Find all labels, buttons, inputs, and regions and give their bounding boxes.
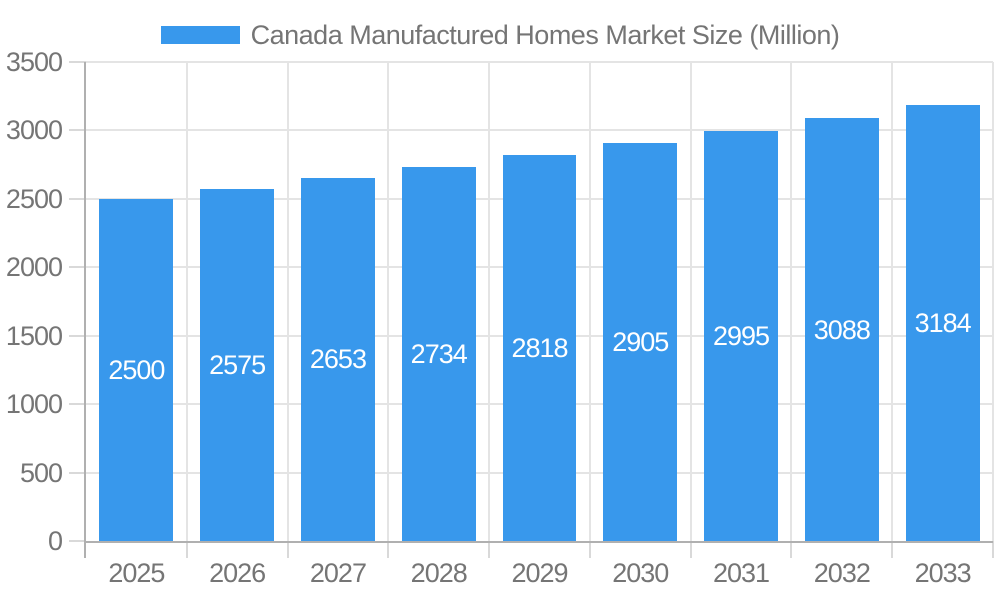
legend-label: Canada Manufactured Homes Market Size (M… — [250, 20, 840, 50]
bar-value-label: 2575 — [209, 349, 266, 380]
x-gridline — [992, 62, 994, 541]
x-gridline — [790, 62, 793, 541]
x-tick-mark — [387, 541, 390, 558]
x-tick-mark — [790, 541, 793, 558]
legend-swatch — [160, 26, 240, 44]
x-gridline — [387, 62, 390, 541]
x-tick-label: 2026 — [209, 558, 266, 588]
x-gridline — [689, 62, 692, 541]
legend[interactable]: Canada Manufactured Homes Market Size (M… — [0, 21, 1000, 49]
y-tick-mark — [69, 197, 86, 200]
x-tick-mark — [992, 541, 994, 558]
bar-value-label: 2818 — [511, 333, 568, 364]
bar[interactable] — [804, 118, 879, 541]
bar[interactable] — [603, 143, 678, 541]
y-gridline — [86, 61, 993, 63]
y-tick-label: 2500 — [5, 183, 63, 214]
y-tick-mark — [69, 540, 86, 542]
x-tick-mark — [185, 541, 188, 558]
x-gridline — [286, 62, 289, 541]
y-tick-mark — [69, 334, 86, 337]
x-gridline — [588, 62, 591, 541]
x-tick-label: 2025 — [108, 558, 165, 588]
bar[interactable] — [905, 105, 980, 541]
x-gridline — [185, 62, 188, 541]
x-tick-mark — [689, 541, 692, 558]
bar-value-label: 3088 — [813, 314, 871, 345]
bar[interactable] — [502, 155, 577, 541]
y-gridline — [86, 129, 993, 132]
y-tick-label: 2000 — [5, 252, 63, 283]
x-tick-label: 2031 — [713, 558, 770, 588]
y-tick-label: 1500 — [5, 320, 63, 351]
y-tick-label: 0 — [47, 526, 63, 556]
y-tick-mark — [69, 61, 86, 63]
x-tick-label: 2032 — [813, 558, 871, 588]
y-tick-mark — [69, 403, 86, 406]
y-tick-label: 500 — [19, 457, 63, 488]
x-axis-line — [84, 541, 993, 543]
bar-value-label: 2995 — [713, 321, 770, 352]
x-tick-label: 2027 — [309, 558, 367, 588]
y-tick-label: 1000 — [5, 389, 63, 420]
bar-value-label: 2734 — [410, 338, 468, 369]
bar[interactable] — [300, 177, 375, 541]
x-tick-mark — [488, 541, 491, 558]
bar-value-label: 2500 — [108, 354, 165, 385]
y-tick-mark — [69, 471, 86, 474]
y-tick-label: 3500 — [5, 47, 63, 77]
bar-value-label: 3184 — [914, 308, 972, 339]
x-tick-label: 2030 — [612, 558, 669, 588]
x-tick-mark — [891, 541, 894, 558]
x-tick-mark — [286, 541, 289, 558]
bar[interactable] — [401, 166, 476, 541]
x-tick-mark — [588, 541, 591, 558]
y-tick-mark — [69, 129, 86, 132]
x-tick-label: 2028 — [410, 558, 468, 588]
bar-value-label: 2653 — [309, 344, 367, 375]
y-axis-line — [84, 62, 86, 558]
x-tick-label: 2033 — [914, 558, 972, 588]
bar[interactable] — [99, 198, 174, 541]
y-tick-label: 3000 — [5, 115, 63, 146]
bar[interactable] — [704, 131, 779, 541]
bar-value-label: 2905 — [612, 327, 669, 358]
x-tick-label: 2029 — [511, 558, 568, 588]
y-tick-mark — [69, 266, 86, 269]
plot-area: 0 500 1000 1500 2000 2500 3000 3500 2025 2500 2026… — [6, 48, 994, 587]
bar[interactable] — [200, 188, 275, 541]
x-gridline — [891, 62, 894, 541]
x-gridline — [488, 62, 491, 541]
